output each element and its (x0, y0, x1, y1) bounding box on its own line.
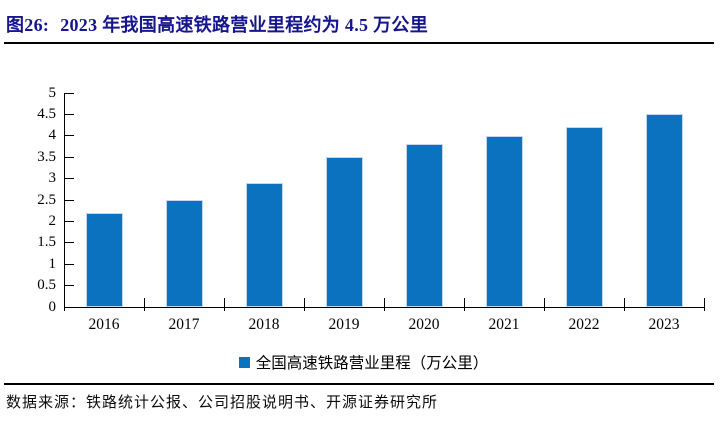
bar-2021 (485, 135, 523, 307)
figure-title: 图26: 2023 年我国高速铁路营业里程约为 4.5 万公里 (6, 11, 428, 37)
footer-divider (4, 383, 714, 385)
x-axis-label-2023: 2023 (648, 316, 680, 333)
bar-2019 (325, 157, 363, 307)
bar-2023 (645, 114, 683, 307)
figure-number: 图26: (6, 15, 50, 35)
y-axis-line (64, 93, 66, 308)
title-divider (4, 42, 714, 44)
data-source: 数据来源：铁路统计公报、公司招股说明书、开源证券研究所 (6, 395, 439, 411)
chart-legend: 全国高速铁路营业里程（万公里） (0, 351, 727, 373)
x-axis-tick (623, 298, 625, 311)
y-axis-tick (65, 92, 74, 94)
figure-title-text: 2023 年我国高速铁路营业里程约为 4.5 万公里 (60, 15, 429, 35)
x-axis-tick (143, 298, 145, 311)
x-axis-tick (703, 298, 705, 311)
bar-2020 (405, 144, 443, 307)
x-axis-tick (63, 298, 65, 311)
legend-swatch (238, 356, 250, 368)
x-axis-label-2016: 2016 (88, 316, 120, 333)
y-axis-tick (65, 178, 74, 180)
bar-2016 (85, 212, 123, 307)
x-axis-label-2022: 2022 (568, 316, 600, 333)
y-axis-tick (65, 263, 74, 265)
x-axis-tick (543, 298, 545, 311)
y-axis-label: 4 (48, 127, 57, 144)
y-axis-tick (65, 285, 74, 287)
y-axis-label: 1.5 (37, 234, 56, 251)
x-axis-tick (383, 298, 385, 311)
y-axis-label: 1 (48, 255, 57, 272)
y-axis-label: 3.5 (37, 148, 56, 165)
y-axis-tick (65, 113, 74, 116)
y-axis-label: 5 (48, 84, 57, 101)
y-axis-tick (65, 199, 74, 201)
y-axis-label: 0 (48, 298, 57, 315)
y-axis-label: 2 (48, 212, 57, 229)
x-axis-label-2021: 2021 (488, 316, 520, 333)
y-axis-label: 2.5 (37, 191, 56, 208)
bar-2017 (165, 200, 203, 307)
x-axis-label-2019: 2019 (328, 316, 360, 333)
legend-label: 全国高速铁路营业里程（万公里） (255, 355, 489, 372)
x-axis-label-2020: 2020 (408, 316, 440, 333)
y-axis-tick (65, 306, 74, 308)
y-axis-label: 4.5 (37, 105, 56, 122)
y-axis-tick (65, 156, 74, 158)
y-axis-tick (65, 242, 74, 244)
y-axis-label: 0.5 (37, 277, 56, 294)
y-axis-tick (65, 220, 74, 223)
y-axis-tick (65, 135, 74, 137)
x-axis-label-2017: 2017 (168, 316, 200, 333)
x-axis-tick (223, 298, 225, 311)
bar-2018 (245, 182, 283, 307)
x-axis-tick (463, 298, 465, 311)
bar-2022 (565, 127, 603, 307)
x-axis-tick (303, 298, 305, 311)
y-axis-label: 3 (48, 170, 57, 187)
x-axis-label-2018: 2018 (248, 316, 280, 333)
